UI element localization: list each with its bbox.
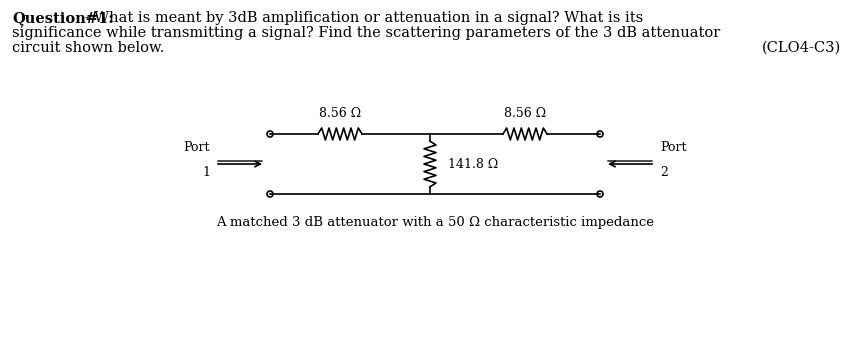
Text: 1: 1 — [202, 166, 210, 179]
Text: circuit shown below.: circuit shown below. — [12, 41, 164, 55]
Text: (CLO4-C3): (CLO4-C3) — [761, 41, 840, 55]
Text: Port: Port — [659, 141, 686, 154]
Text: Question#1:: Question#1: — [12, 11, 113, 25]
Text: A matched 3 dB attenuator with a 50 Ω characteristic impedance: A matched 3 dB attenuator with a 50 Ω ch… — [216, 216, 653, 229]
Text: - What is meant by 3dB amplification or attenuation in a signal? What is its: - What is meant by 3dB amplification or … — [80, 11, 642, 25]
Text: 8.56 Ω: 8.56 Ω — [319, 107, 360, 120]
Text: Port: Port — [183, 141, 210, 154]
Text: significance while transmitting a signal? Find the scattering parameters of the : significance while transmitting a signal… — [12, 26, 719, 40]
Text: 2: 2 — [659, 166, 667, 179]
Text: 141.8 Ω: 141.8 Ω — [447, 157, 498, 171]
Text: 8.56 Ω: 8.56 Ω — [504, 107, 545, 120]
